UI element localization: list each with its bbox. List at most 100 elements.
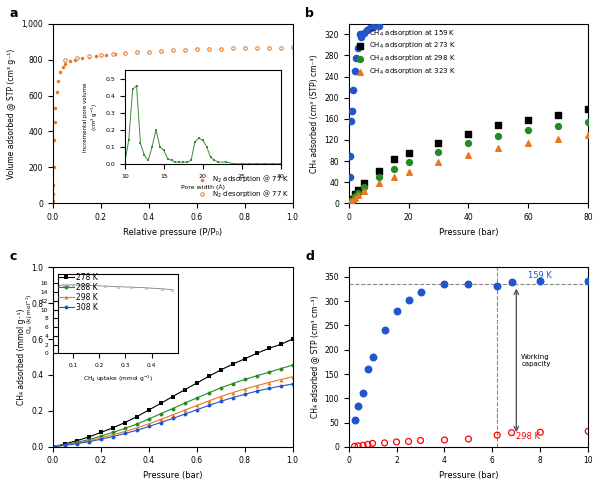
- Point: [440, 281, 449, 288]
- N$_2$ desorption @ 77 K: [241, 45, 248, 51]
- N$_2$ desorption @ 77 K: [145, 49, 152, 55]
- N$_2$ adsorption @ 77 K: [157, 48, 164, 54]
- CH$_4$ adsorption at 298 K: [553, 122, 563, 130]
- N$_2$ adsorption @ 77 K: [50, 165, 58, 170]
- CH$_4$ adsorption at 323 K: [347, 197, 356, 205]
- 288 K: [193, 395, 200, 401]
- 278 K: [265, 345, 272, 351]
- CH$_4$ adsorption at 273 K: [464, 130, 473, 137]
- CH$_4$ adsorption at 273 K: [374, 167, 383, 174]
- 308 K: [193, 407, 200, 412]
- CH$_4$ adsorption at 159 K: [368, 23, 377, 31]
- N$_2$ adsorption @ 77 K: [56, 69, 64, 75]
- CH$_4$ adsorption at 323 K: [434, 158, 443, 166]
- 308 K: [277, 383, 284, 389]
- 288 K: [145, 416, 152, 422]
- CH$_4$ adsorption at 323 K: [494, 144, 503, 152]
- CH$_4$ adsorption at 323 K: [346, 198, 355, 206]
- 288 K: [205, 390, 212, 396]
- CH$_4$ adsorption at 323 K: [359, 187, 368, 195]
- 278 K: [217, 367, 224, 373]
- CH$_4$ adsorption at 298 K: [583, 119, 593, 127]
- 278 K: [73, 438, 80, 444]
- CH$_4$ adsorption at 159 K: [359, 29, 368, 37]
- CH$_4$ adsorption at 159 K: [352, 54, 361, 62]
- N$_2$ desorption @ 77 K: [97, 52, 104, 58]
- Point: [392, 307, 401, 315]
- 298 K: [61, 442, 68, 448]
- CH$_4$ adsorption at 159 K: [365, 24, 374, 32]
- 278 K: [109, 425, 116, 431]
- 308 K: [85, 439, 92, 445]
- CH$_4$ adsorption at 323 K: [464, 151, 473, 159]
- N$_2$ desorption @ 77 K: [265, 45, 272, 51]
- Line: 278 K: 278 K: [51, 337, 295, 449]
- CH$_4$ adsorption at 273 K: [434, 139, 443, 147]
- CH$_4$ adsorption at 298 K: [404, 158, 413, 166]
- 288 K: [289, 362, 296, 368]
- 278 K: [49, 444, 56, 450]
- 288 K: [73, 439, 80, 445]
- 288 K: [181, 400, 188, 406]
- CH$_4$ adsorption at 273 K: [553, 111, 563, 118]
- CH$_4$ adsorption at 273 K: [359, 179, 368, 187]
- 288 K: [85, 437, 92, 443]
- CH$_4$ adsorption at 298 K: [350, 192, 359, 200]
- 288 K: [133, 421, 140, 427]
- N$_2$ adsorption @ 77 K: [169, 47, 176, 53]
- CH$_4$ adsorption at 273 K: [350, 190, 359, 198]
- CH$_4$ adsorption at 159 K: [346, 117, 356, 125]
- 288 K: [253, 373, 260, 379]
- 288 K: [61, 442, 68, 448]
- N$_2$ adsorption @ 77 K: [289, 44, 296, 50]
- CH$_4$ adsorption at 273 K: [353, 186, 362, 193]
- CH$_4$ adsorption at 298 K: [346, 197, 355, 205]
- Point: [536, 429, 545, 436]
- 308 K: [229, 394, 236, 400]
- 278 K: [145, 407, 152, 413]
- N$_2$ desorption @ 77 K: [229, 45, 236, 51]
- N$_2$ adsorption @ 77 K: [229, 45, 236, 51]
- CH$_4$ adsorption at 159 K: [374, 22, 383, 30]
- Point: [358, 441, 368, 449]
- N$_2$ desorption @ 77 K: [169, 47, 176, 53]
- Point: [358, 390, 368, 397]
- N$_2$ desorption @ 77 K: [85, 54, 92, 59]
- N$_2$ adsorption @ 77 K: [50, 191, 57, 197]
- Legend: N$_2$ adsorption @ 77 K, N$_2$ desorption @ 77 K: N$_2$ adsorption @ 77 K, N$_2$ desorptio…: [198, 174, 289, 200]
- N$_2$ adsorption @ 77 K: [85, 54, 92, 60]
- 298 K: [229, 390, 236, 395]
- 298 K: [157, 416, 164, 422]
- 308 K: [109, 433, 116, 439]
- Y-axis label: CH₄ adsorbed (cm³ (STP) cm⁻³): CH₄ adsorbed (cm³ (STP) cm⁻³): [310, 54, 319, 173]
- N$_2$ adsorption @ 77 K: [92, 53, 100, 59]
- 278 K: [85, 434, 92, 440]
- N$_2$ adsorption @ 77 K: [265, 45, 272, 51]
- 288 K: [157, 411, 164, 417]
- 288 K: [229, 381, 236, 387]
- N$_2$ desorption @ 77 K: [181, 47, 188, 53]
- N$_2$ desorption @ 77 K: [217, 46, 224, 52]
- 278 K: [133, 413, 140, 419]
- Point: [368, 439, 377, 447]
- 308 K: [265, 386, 272, 392]
- N$_2$ desorption @ 77 K: [289, 44, 296, 50]
- CH$_4$ adsorption at 159 K: [349, 86, 358, 94]
- N$_2$ adsorption @ 77 K: [241, 45, 248, 51]
- Text: 159 K: 159 K: [529, 271, 552, 280]
- N$_2$ desorption @ 77 K: [157, 48, 164, 54]
- 278 K: [97, 430, 104, 435]
- N$_2$ desorption @ 77 K: [73, 55, 80, 61]
- Point: [536, 277, 545, 285]
- N$_2$ adsorption @ 77 K: [78, 55, 85, 61]
- 298 K: [169, 412, 176, 418]
- CH$_4$ adsorption at 298 K: [524, 127, 533, 134]
- 308 K: [205, 403, 212, 409]
- N$_2$ adsorption @ 77 K: [112, 51, 119, 57]
- CH$_4$ adsorption at 159 K: [345, 173, 355, 181]
- N$_2$ desorption @ 77 K: [61, 57, 68, 63]
- N$_2$ desorption @ 77 K: [205, 46, 212, 52]
- Point: [507, 429, 517, 437]
- N$_2$ desorption @ 77 K: [277, 45, 284, 51]
- 298 K: [121, 429, 128, 434]
